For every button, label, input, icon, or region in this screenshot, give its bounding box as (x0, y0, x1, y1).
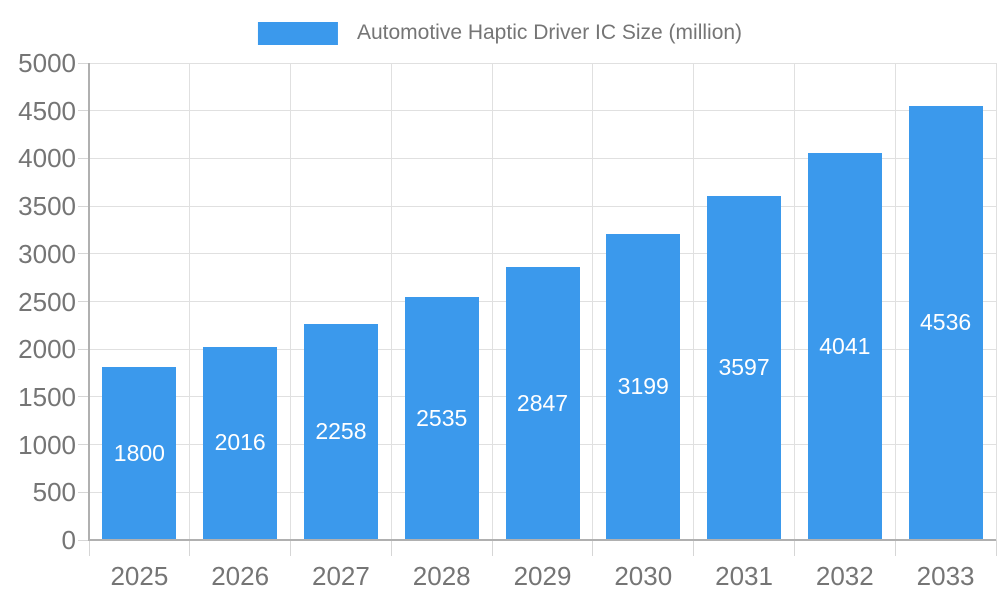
bar: 4536 (908, 106, 983, 539)
y-axis-tick-label: 500 (32, 477, 76, 508)
gridline-horizontal (89, 205, 996, 207)
y-axis-tick (78, 396, 89, 398)
bar: 3199 (606, 233, 681, 539)
y-axis-tick-label: 1500 (18, 381, 76, 412)
bar: 1800 (102, 367, 177, 539)
gridline-horizontal (89, 110, 996, 112)
bar: 3597 (707, 195, 782, 539)
bar: 4041 (807, 153, 882, 539)
x-axis-tick (491, 540, 493, 556)
x-axis-line (88, 539, 996, 541)
x-axis-tick (793, 540, 795, 556)
y-axis-tick-label: 4500 (18, 95, 76, 126)
gridline-vertical (189, 63, 191, 540)
x-axis-tick-label: 2031 (715, 561, 773, 591)
y-axis-tick-label: 1000 (18, 429, 76, 460)
x-axis-tick-label: 2025 (110, 561, 169, 591)
gridline-vertical (390, 63, 392, 540)
y-axis-tick-label: 4000 (18, 143, 76, 174)
x-axis-tick (693, 540, 695, 556)
y-axis-tick (78, 444, 89, 446)
y-axis-tick (78, 491, 89, 493)
bar-value-label: 2535 (416, 404, 468, 431)
bar-value-label: 1800 (113, 439, 165, 466)
x-axis-tick (894, 540, 896, 556)
x-axis-tick-label: 2027 (312, 561, 370, 591)
x-axis-tick-label: 2029 (513, 561, 572, 591)
y-axis-tick-label: 0 (61, 525, 76, 555)
legend-label: Automotive Haptic Driver IC Size (millio… (356, 21, 743, 44)
y-axis-tick (78, 348, 89, 350)
y-axis-tick (78, 253, 89, 255)
legend-color-swatch (257, 21, 338, 45)
x-axis-tick (88, 540, 90, 556)
gridline-vertical (592, 63, 594, 540)
gridline-horizontal (89, 157, 996, 159)
gridline-vertical (491, 63, 493, 540)
bar-value-label: 4536 (920, 309, 972, 336)
bar: 2535 (404, 297, 479, 539)
x-axis-tick-label: 2033 (916, 561, 975, 591)
y-axis-tick-label: 5000 (18, 48, 76, 78)
y-axis-tick (78, 205, 89, 207)
gridline-vertical (995, 63, 997, 540)
bar-value-label: 3597 (718, 353, 770, 380)
y-axis-tick (78, 539, 89, 541)
x-axis-tick (290, 540, 292, 556)
bar: 2016 (203, 346, 278, 539)
y-axis-tick (78, 157, 89, 159)
x-axis-tick-label: 2032 (815, 561, 874, 591)
x-axis-tick (592, 540, 594, 556)
y-axis-tick (78, 62, 89, 64)
x-axis-tick (189, 540, 191, 556)
y-axis-tick-label: 3500 (18, 191, 76, 222)
y-axis-tick-label: 2500 (18, 286, 76, 317)
y-axis-line (88, 63, 90, 540)
gridline-vertical (693, 63, 695, 540)
bar-value-label: 4041 (819, 332, 871, 359)
y-axis-tick-label: 3000 (18, 238, 76, 269)
bar: 2258 (303, 323, 378, 539)
gridline-horizontal (89, 253, 996, 255)
bar-value-label: 2847 (516, 389, 569, 416)
gridline-vertical (894, 63, 896, 540)
x-axis-tick (390, 540, 392, 556)
y-axis-tick (78, 110, 89, 112)
y-axis-tick (78, 301, 89, 302)
gridline-vertical (793, 63, 795, 540)
x-axis-tick-label: 2028 (412, 561, 471, 591)
y-axis-tick-label: 2000 (18, 334, 76, 365)
bar-value-label: 2258 (315, 417, 367, 444)
x-axis-tick-label: 2030 (614, 561, 673, 591)
x-axis-tick (995, 540, 997, 556)
bar-value-label: 2016 (214, 429, 266, 456)
bar-value-label: 3199 (617, 372, 669, 399)
x-axis-tick-label: 2026 (211, 561, 270, 591)
gridline-vertical (290, 63, 292, 540)
bar: 2847 (505, 267, 580, 539)
legend-item[interactable]: Automotive Haptic Driver IC Size (millio… (257, 21, 743, 45)
gridline-horizontal (89, 62, 996, 64)
